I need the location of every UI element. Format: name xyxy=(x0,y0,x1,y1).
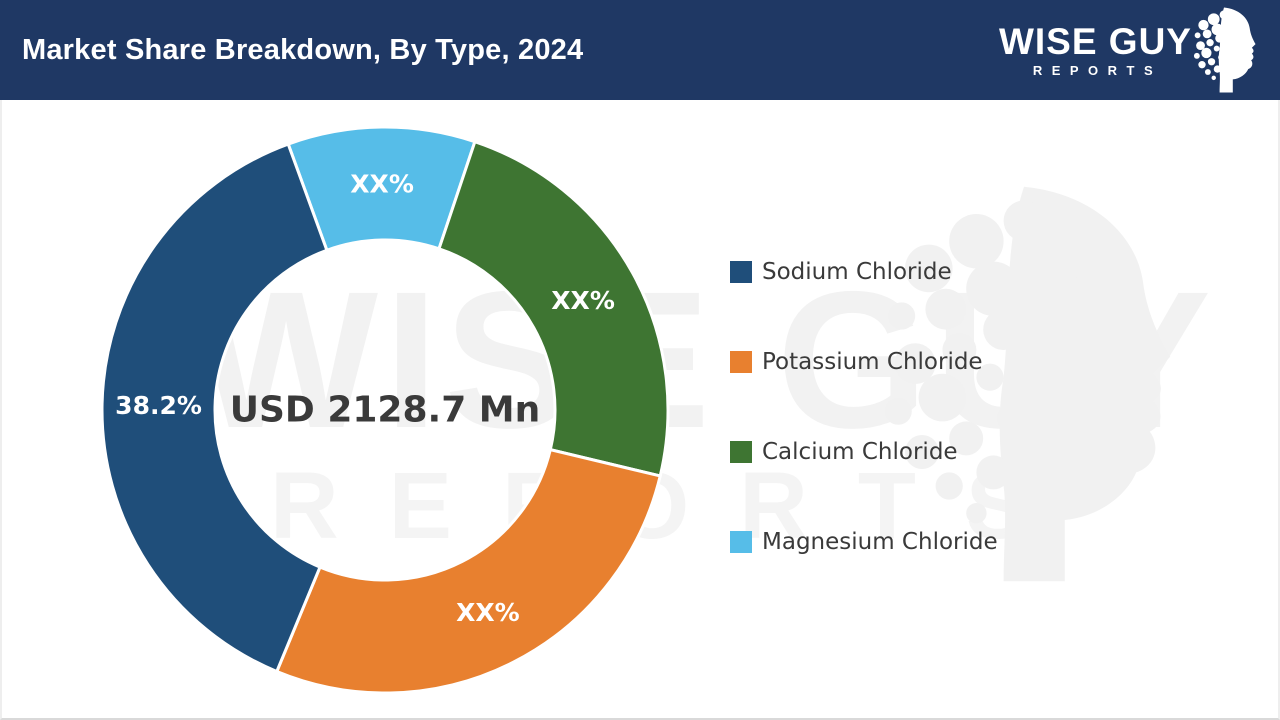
legend-item-sodium-chloride: Sodium Chloride xyxy=(730,259,998,285)
segment-label-magnesium-chloride: XX% xyxy=(350,170,414,199)
legend-label: Calcium Chloride xyxy=(762,439,958,465)
wise-guy-logo: WISE GUY REPORTS xyxy=(999,6,1262,94)
legend-item-magnesium-chloride: Magnesium Chloride xyxy=(730,529,998,555)
segment-label-calcium-chloride: XX% xyxy=(551,286,615,315)
legend-swatch-sodium-chloride xyxy=(730,261,752,283)
donut-chart: XX% XX% XX% 38.2% xyxy=(100,125,670,695)
segment-label-sodium-chloride: 38.2% xyxy=(115,391,202,420)
legend-swatch-potassium-chloride xyxy=(730,351,752,373)
donut-center-value: USD 2128.7 Mn xyxy=(229,389,541,431)
legend-item-potassium-chloride: Potassium Chloride xyxy=(730,349,998,375)
legend-item-calcium-chloride: Calcium Chloride xyxy=(730,439,998,465)
donut-segment-sodium-chloride xyxy=(100,142,329,674)
legend-label: Sodium Chloride xyxy=(762,259,952,285)
legend-swatch-calcium-chloride xyxy=(730,441,752,463)
logo-subtitle: REPORTS xyxy=(1032,63,1163,78)
logo-text: WISE GUY REPORTS xyxy=(999,23,1192,77)
head-profile-icon xyxy=(1193,7,1256,93)
donut-segment-potassium-chloride xyxy=(274,447,663,695)
legend-swatch-magnesium-chloride xyxy=(730,531,752,553)
page-title: Market Share Breakdown, By Type, 2024 xyxy=(22,33,584,66)
legend-label: Potassium Chloride xyxy=(762,349,983,375)
segment-label-potassium-chloride: XX% xyxy=(456,598,520,627)
legend: Sodium Chloride Potassium Chloride Calci… xyxy=(730,259,998,619)
chart-area: WISE GUY REPORTS XX% XX% XX% 38.2% USD 2128… xyxy=(0,100,1280,720)
header: Market Share Breakdown, By Type, 2024 WI… xyxy=(0,0,1280,100)
donut-segment-calcium-chloride xyxy=(437,139,670,478)
logo-wordmark: WISE GUY xyxy=(998,21,1192,62)
legend-label: Magnesium Chloride xyxy=(762,529,998,555)
